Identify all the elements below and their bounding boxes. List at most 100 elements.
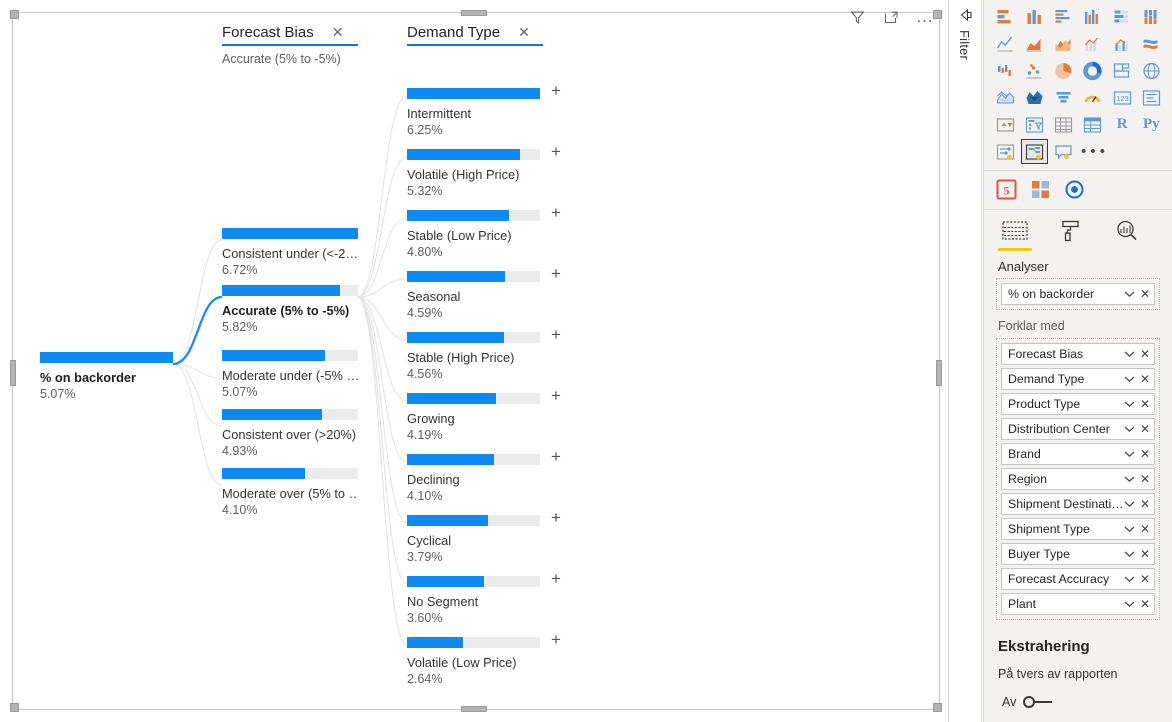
tab-analytics[interactable]: [1110, 218, 1144, 253]
tree-node[interactable]: Intermittent 6.25% +: [407, 82, 561, 137]
resize-handle-bottom-right[interactable]: [933, 703, 942, 712]
resize-handle-top-left[interactable]: [10, 10, 19, 19]
expand-node-icon[interactable]: +: [551, 447, 561, 466]
line-chart-icon[interactable]: [992, 31, 1019, 56]
python-visual-icon[interactable]: Py: [1138, 112, 1165, 137]
tree-node[interactable]: Moderate under (-5% … 5.07%: [222, 350, 358, 399]
area-chart-icon[interactable]: [1021, 31, 1048, 56]
level-close-icon[interactable]: ✕: [331, 24, 344, 40]
field-chip-explain-by[interactable]: Forecast Bias ✕: [1001, 343, 1155, 365]
field-chip-explain-by[interactable]: Forecast Accuracy ✕: [1001, 568, 1155, 590]
tree-node[interactable]: Seasonal 4.59% +: [407, 265, 561, 320]
filter-pane-collapsed[interactable]: Filter: [948, 0, 982, 722]
tree-node[interactable]: Growing 4.19% +: [407, 387, 561, 442]
explain-by-field-well[interactable]: Forecast Bias ✕ Demand Type ✕ Product Type ✕ D…: [996, 338, 1160, 620]
remove-field-icon[interactable]: ✕: [1139, 397, 1150, 411]
field-chip-explain-by[interactable]: Shipment Destination ✕: [1001, 493, 1155, 515]
remove-field-icon[interactable]: ✕: [1139, 287, 1150, 301]
tree-node[interactable]: Volatile (High Price) 5.32% +: [407, 143, 561, 198]
field-chip-explain-by[interactable]: Plant ✕: [1001, 593, 1155, 615]
scatter-chart-icon[interactable]: [1021, 58, 1048, 83]
ribbon-chart-icon[interactable]: [1138, 31, 1165, 56]
tree-node[interactable]: Accurate (5% to -5%) 5.82%: [222, 285, 358, 334]
remove-field-icon[interactable]: ✕: [1139, 372, 1150, 386]
expand-node-icon[interactable]: +: [551, 386, 561, 405]
tree-node[interactable]: Volatile (Low Price) 2.64% +: [407, 631, 561, 686]
table-icon[interactable]: [1050, 112, 1077, 137]
field-chip-explain-by[interactable]: Region ✕: [1001, 468, 1155, 490]
remove-field-icon[interactable]: ✕: [1139, 522, 1150, 536]
pie-chart-icon[interactable]: [1050, 58, 1077, 83]
chevron-down-icon[interactable]: [1124, 550, 1135, 558]
stacked-column-chart-icon[interactable]: [1021, 4, 1048, 29]
matrix-icon[interactable]: [1079, 112, 1106, 137]
multi-row-card-icon[interactable]: [1138, 85, 1165, 110]
tab-fields[interactable]: [998, 218, 1032, 253]
shape-map-icon[interactable]: [1021, 85, 1048, 110]
qna-visual-icon[interactable]: [1050, 139, 1077, 164]
remove-field-icon[interactable]: ✕: [1139, 347, 1150, 361]
resize-handle-right[interactable]: [936, 360, 942, 386]
field-chip-explain-by[interactable]: Brand ✕: [1001, 443, 1155, 465]
remove-field-icon[interactable]: ✕: [1139, 472, 1150, 486]
tree-node[interactable]: Stable (High Price) 4.56% +: [407, 326, 561, 381]
waterfall-chart-icon[interactable]: [992, 58, 1019, 83]
more-visuals-icon[interactable]: • • •: [1079, 139, 1106, 164]
chevron-down-icon[interactable]: [1124, 400, 1135, 408]
remove-field-icon[interactable]: ✕: [1139, 497, 1150, 511]
slicer-icon[interactable]: [1021, 112, 1048, 137]
filled-map-icon[interactable]: [992, 85, 1019, 110]
remove-field-icon[interactable]: ✕: [1139, 597, 1150, 611]
focus-mode-icon[interactable]: [882, 8, 900, 26]
kpi-icon[interactable]: [992, 112, 1019, 137]
line-stacked-column-chart-icon[interactable]: [1079, 31, 1106, 56]
tab-format[interactable]: [1054, 218, 1088, 253]
resize-handle-top[interactable]: [461, 10, 487, 16]
tree-node[interactable]: No Segment 3.60% +: [407, 570, 561, 625]
stacked-bar-chart-icon[interactable]: [992, 4, 1019, 29]
chevron-down-icon[interactable]: [1124, 575, 1135, 583]
expand-node-icon[interactable]: +: [551, 142, 561, 161]
expand-node-icon[interactable]: +: [551, 264, 561, 283]
get-more-visuals-icon[interactable]: 5: [994, 177, 1018, 201]
more-options-icon[interactable]: ...: [916, 8, 934, 26]
analyse-field-well[interactable]: % on backorder ✕: [996, 278, 1160, 310]
remove-field-icon[interactable]: ✕: [1139, 422, 1150, 436]
resize-handle-top-right[interactable]: [933, 10, 942, 19]
tree-node[interactable]: Consistent over (>20%) 4.93%: [222, 409, 358, 458]
field-chip-explain-by[interactable]: Shipment Type ✕: [1001, 518, 1155, 540]
clustered-bar-chart-icon[interactable]: [1050, 4, 1077, 29]
map-icon[interactable]: [1138, 58, 1165, 83]
expand-node-icon[interactable]: +: [551, 325, 561, 344]
tree-node[interactable]: Moderate over (5% to … 4.10%: [222, 468, 358, 517]
chevron-down-icon[interactable]: [1124, 290, 1135, 298]
resize-handle-left[interactable]: [10, 360, 16, 386]
tree-node[interactable]: Stable (Low Price) 4.80% +: [407, 204, 561, 259]
chevron-down-icon[interactable]: [1124, 450, 1135, 458]
expand-left-arrow-icon[interactable]: [957, 8, 973, 27]
level-header-forecast-bias[interactable]: Forecast Bias ✕ Accurate (5% to -5%): [222, 24, 358, 66]
resize-handle-bottom[interactable]: [461, 706, 487, 712]
remove-field-icon[interactable]: ✕: [1139, 547, 1150, 561]
gauge-chart-icon[interactable]: [1079, 85, 1106, 110]
analytics-icon[interactable]: [1062, 177, 1086, 201]
chevron-down-icon[interactable]: [1124, 425, 1135, 433]
chevron-down-icon[interactable]: [1124, 600, 1135, 608]
tree-node[interactable]: Consistent under (<-2… 6.72%: [222, 228, 358, 277]
card-icon[interactable]: 123: [1109, 85, 1136, 110]
100-stacked-bar-chart-icon[interactable]: [1109, 4, 1136, 29]
chevron-down-icon[interactable]: [1124, 475, 1135, 483]
tree-node[interactable]: Cyclical 3.79% +: [407, 509, 561, 564]
clustered-column-chart-icon[interactable]: [1079, 4, 1106, 29]
key-influencers-icon[interactable]: [992, 139, 1019, 164]
chevron-down-icon[interactable]: [1124, 350, 1135, 358]
decomposition-tree-icon[interactable]: [1021, 139, 1049, 164]
field-chip-explain-by[interactable]: Demand Type ✕: [1001, 368, 1155, 390]
line-clustered-column-chart-icon[interactable]: [1109, 31, 1136, 56]
expand-node-icon[interactable]: +: [551, 569, 561, 588]
expand-node-icon[interactable]: +: [551, 81, 561, 100]
level-header-demand-type[interactable]: Demand Type ✕: [407, 24, 543, 46]
chevron-down-icon[interactable]: [1124, 375, 1135, 383]
drillthrough-toggle-row[interactable]: Av: [984, 681, 1172, 709]
expand-node-icon[interactable]: +: [551, 203, 561, 222]
